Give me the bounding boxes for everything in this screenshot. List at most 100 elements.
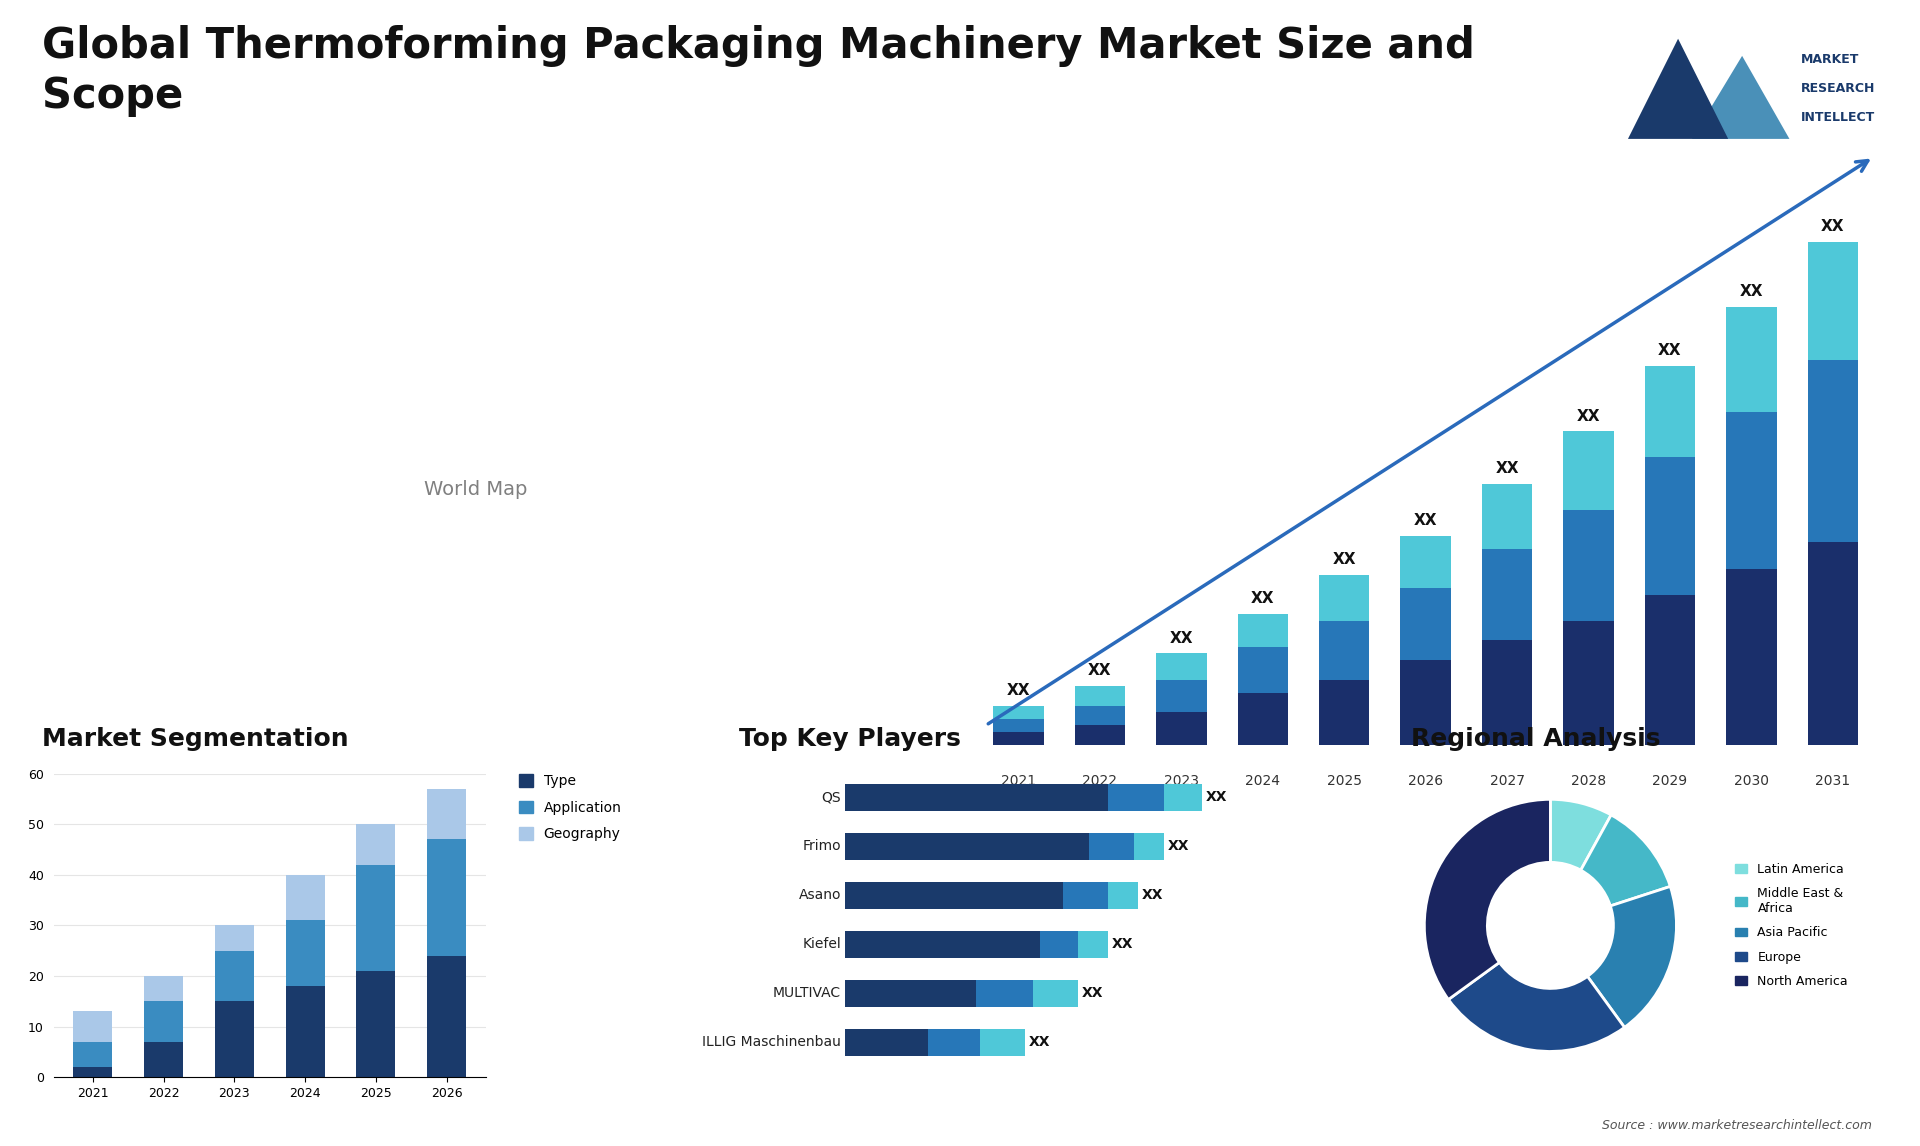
- Text: XX: XX: [1820, 219, 1845, 234]
- Text: XX: XX: [1252, 591, 1275, 606]
- Bar: [73, 1012, 111, 1042]
- Text: Market Segmentation: Market Segmentation: [42, 727, 349, 751]
- Bar: [286, 920, 324, 986]
- Polygon shape: [1628, 39, 1728, 139]
- Text: 2026: 2026: [1407, 775, 1444, 788]
- Bar: [1156, 680, 1206, 712]
- Text: XX: XX: [1206, 791, 1227, 804]
- Bar: [1482, 484, 1532, 549]
- Bar: [1319, 680, 1369, 745]
- Bar: [1135, 833, 1164, 860]
- Text: MARKET: MARKET: [1801, 54, 1859, 66]
- Bar: [215, 926, 253, 951]
- Text: 2022: 2022: [1083, 775, 1117, 788]
- Bar: [73, 1042, 111, 1067]
- Text: XX: XX: [1496, 461, 1519, 476]
- Bar: [286, 874, 324, 920]
- Text: XX: XX: [1332, 552, 1356, 567]
- Bar: [977, 980, 1033, 1006]
- Bar: [845, 980, 977, 1006]
- Bar: [1807, 360, 1859, 542]
- Wedge shape: [1588, 887, 1676, 1027]
- Wedge shape: [1448, 963, 1624, 1051]
- Bar: [1075, 686, 1125, 706]
- Text: Asano: Asano: [799, 888, 841, 902]
- Bar: [1563, 621, 1613, 745]
- Bar: [1726, 568, 1776, 745]
- Bar: [845, 881, 1064, 909]
- Bar: [1108, 881, 1139, 909]
- Text: Kiefel: Kiefel: [803, 937, 841, 951]
- Bar: [927, 1029, 979, 1055]
- Bar: [428, 788, 467, 839]
- Bar: [73, 1067, 111, 1077]
- Bar: [1482, 549, 1532, 641]
- Bar: [1400, 536, 1452, 588]
- Bar: [845, 784, 1108, 810]
- Text: XX: XX: [1659, 343, 1682, 359]
- Text: 2025: 2025: [1327, 775, 1361, 788]
- Bar: [1726, 411, 1776, 568]
- Text: XX: XX: [1081, 987, 1104, 1000]
- Bar: [1400, 588, 1452, 660]
- Bar: [1726, 307, 1776, 411]
- Text: Source : www.marketresearchintellect.com: Source : www.marketresearchintellect.com: [1601, 1120, 1872, 1132]
- Bar: [993, 719, 1044, 732]
- Bar: [215, 951, 253, 1002]
- Bar: [1319, 621, 1369, 680]
- Text: XX: XX: [1740, 284, 1763, 299]
- Bar: [1807, 242, 1859, 360]
- Text: 2023: 2023: [1164, 775, 1198, 788]
- Bar: [1077, 931, 1108, 958]
- Wedge shape: [1580, 815, 1670, 906]
- Legend: Type, Application, Geography: Type, Application, Geography: [518, 775, 622, 841]
- Bar: [1238, 614, 1288, 646]
- Text: XX: XX: [1142, 888, 1164, 902]
- Text: XX: XX: [1169, 630, 1192, 645]
- Polygon shape: [1692, 56, 1789, 139]
- Wedge shape: [1549, 800, 1611, 870]
- Bar: [357, 865, 396, 971]
- Bar: [1645, 457, 1695, 595]
- Text: XX: XX: [1112, 937, 1133, 951]
- Text: QS: QS: [822, 791, 841, 804]
- Text: World Map: World Map: [424, 480, 526, 500]
- Bar: [1041, 931, 1077, 958]
- Bar: [993, 706, 1044, 719]
- Text: RESEARCH: RESEARCH: [1801, 83, 1876, 95]
- Text: ILLIG Maschinenbau: ILLIG Maschinenbau: [703, 1035, 841, 1049]
- Text: INTELLECT: INTELLECT: [1801, 111, 1874, 124]
- Bar: [845, 931, 1041, 958]
- Text: XX: XX: [1006, 683, 1031, 698]
- Text: 2030: 2030: [1734, 775, 1768, 788]
- Bar: [845, 1029, 927, 1055]
- Text: 2031: 2031: [1814, 775, 1851, 788]
- Bar: [1563, 431, 1613, 510]
- Bar: [845, 833, 1089, 860]
- Text: 2027: 2027: [1490, 775, 1524, 788]
- Bar: [144, 1042, 182, 1077]
- Text: XX: XX: [1413, 513, 1438, 528]
- Bar: [428, 839, 467, 956]
- Bar: [1563, 510, 1613, 621]
- Bar: [1164, 784, 1202, 810]
- Bar: [1108, 784, 1164, 810]
- Text: MULTIVAC: MULTIVAC: [774, 987, 841, 1000]
- Bar: [286, 986, 324, 1077]
- Bar: [1238, 692, 1288, 745]
- Text: 2028: 2028: [1571, 775, 1605, 788]
- Bar: [1075, 706, 1125, 725]
- Bar: [1156, 712, 1206, 745]
- Bar: [979, 1029, 1025, 1055]
- Text: XX: XX: [1576, 408, 1599, 424]
- Bar: [1064, 881, 1108, 909]
- Bar: [215, 1002, 253, 1077]
- Wedge shape: [1425, 800, 1551, 999]
- Text: 2029: 2029: [1653, 775, 1688, 788]
- Text: Global Thermoforming Packaging Machinery Market Size and
Scope: Global Thermoforming Packaging Machinery…: [42, 25, 1475, 117]
- Text: Regional Analysis: Regional Analysis: [1411, 727, 1661, 751]
- Bar: [357, 824, 396, 865]
- Bar: [357, 971, 396, 1077]
- Bar: [144, 976, 182, 1002]
- Text: XX: XX: [1029, 1035, 1050, 1049]
